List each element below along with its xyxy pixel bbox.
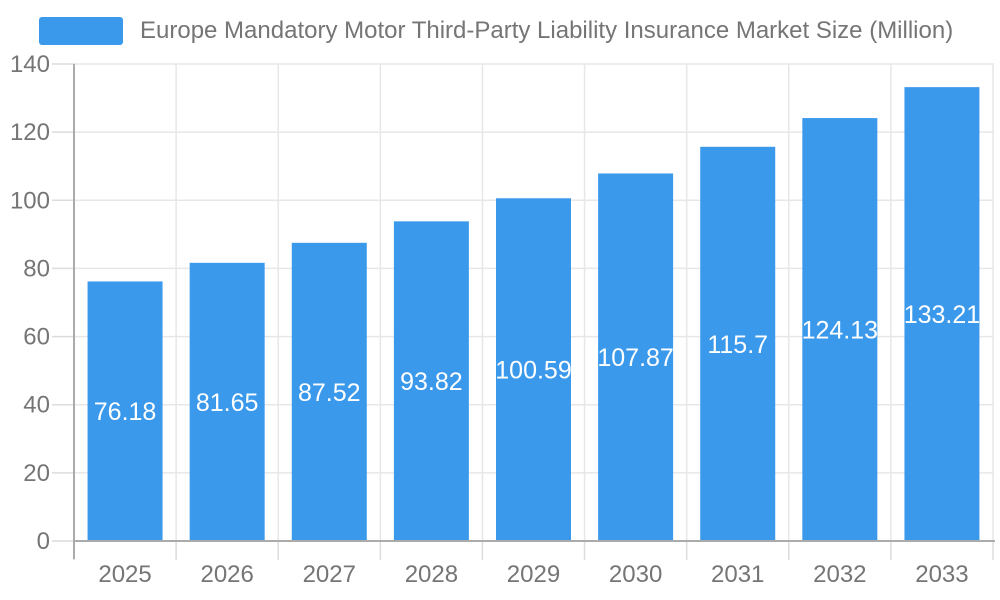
- y-tick-label: 120: [10, 119, 50, 146]
- y-tick-label: 100: [10, 187, 50, 214]
- bar-2027[interactable]: [291, 242, 367, 541]
- x-tick-label: 2029: [507, 561, 560, 588]
- x-tick-label: 2025: [98, 561, 151, 588]
- bar-2031[interactable]: [700, 146, 776, 541]
- y-tick-label: 60: [23, 324, 50, 351]
- bar-value-label: 133.21: [904, 301, 980, 329]
- y-tick-label: 140: [10, 51, 50, 78]
- bar-2026[interactable]: [189, 262, 265, 541]
- bar-value-label: 100.59: [495, 357, 571, 385]
- y-tick-label: 40: [23, 392, 50, 419]
- x-tick-label: 2033: [915, 561, 968, 588]
- y-tick-label: 80: [23, 255, 50, 282]
- x-tick-label: 2027: [303, 561, 356, 588]
- bar-value-label: 76.18: [94, 398, 157, 426]
- legend-label[interactable]: Europe Mandatory Motor Third-Party Liabi…: [140, 17, 954, 44]
- bar-value-label: 124.13: [802, 317, 878, 345]
- x-tick-label: 2028: [405, 561, 458, 588]
- bar-value-label: 115.7: [707, 331, 768, 359]
- x-tick-label: 2031: [711, 561, 764, 588]
- bar-2025[interactable]: [87, 281, 163, 541]
- bar-2028[interactable]: [393, 221, 469, 541]
- y-tick-label: 20: [23, 460, 50, 487]
- legend-swatch-icon[interactable]: [39, 17, 123, 45]
- y-tick-label: 0: [37, 528, 50, 555]
- bar-2033[interactable]: [904, 87, 980, 542]
- bar-value-label: 107.87: [597, 344, 673, 372]
- bar-value-label: 93.82: [400, 368, 463, 396]
- bar-2032[interactable]: [802, 118, 878, 542]
- bar-value-label: 81.65: [196, 389, 259, 417]
- x-tick-label: 2026: [200, 561, 253, 588]
- bar-2030[interactable]: [598, 173, 674, 541]
- x-tick-label: 2032: [813, 561, 866, 588]
- bar-2029[interactable]: [496, 198, 571, 541]
- x-tick-label: 2030: [609, 561, 662, 588]
- legend[interactable]: Europe Mandatory Motor Third-Party Liabi…: [39, 17, 953, 45]
- bar-value-label: 87.52: [298, 379, 361, 407]
